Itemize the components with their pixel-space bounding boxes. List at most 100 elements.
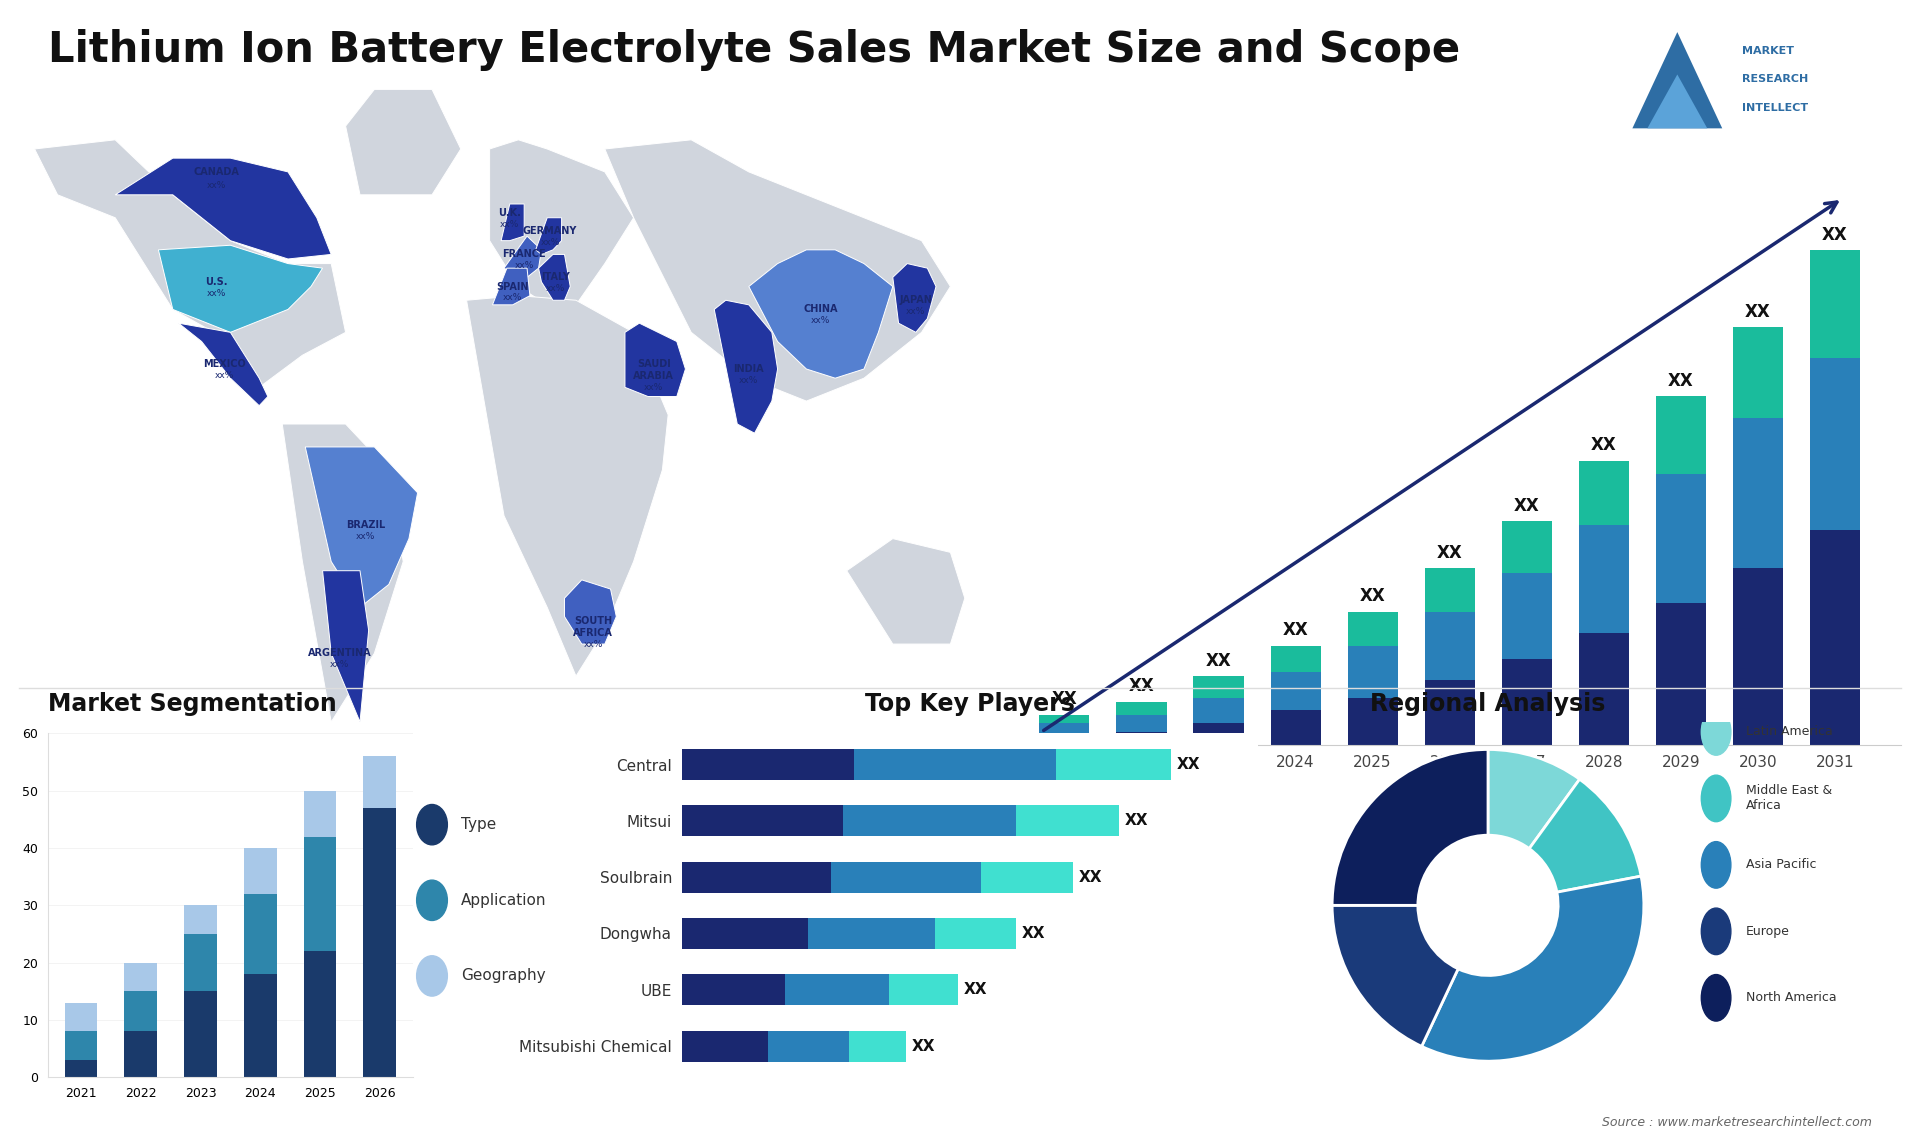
Text: Regional Analysis: Regional Analysis: [1371, 692, 1605, 716]
Text: XX: XX: [1021, 926, 1044, 941]
Text: FRANCE: FRANCE: [503, 250, 545, 259]
Text: xx%: xx%: [355, 532, 376, 541]
Bar: [1271, 711, 1321, 745]
Wedge shape: [1421, 877, 1644, 1061]
Text: Middle East &
Africa: Middle East & Africa: [1745, 784, 1832, 813]
Polygon shape: [1632, 32, 1722, 128]
Text: xx%: xx%: [906, 307, 925, 316]
Bar: [244, 848, 276, 894]
Polygon shape: [282, 424, 403, 722]
Bar: [1732, 418, 1784, 568]
Text: CANADA: CANADA: [194, 167, 238, 176]
Text: Geography: Geography: [461, 968, 545, 983]
Circle shape: [417, 804, 447, 845]
Text: INTELLECT: INTELLECT: [1741, 103, 1809, 113]
Bar: [1039, 736, 1089, 745]
Text: Type: Type: [461, 817, 495, 832]
Polygon shape: [346, 89, 461, 195]
Bar: [682, 974, 785, 1005]
Text: ARABIA: ARABIA: [634, 371, 674, 380]
Bar: [1056, 749, 1171, 780]
Text: Application: Application: [461, 893, 547, 908]
Text: XX: XX: [1129, 677, 1154, 696]
Text: Lithium Ion Battery Electrolyte Sales Market Size and Scope: Lithium Ion Battery Electrolyte Sales Ma…: [48, 29, 1459, 71]
Text: RESEARCH: RESEARCH: [1741, 74, 1809, 85]
Polygon shape: [605, 140, 950, 401]
Bar: [1194, 676, 1244, 698]
Bar: [1425, 612, 1475, 681]
Text: XX: XX: [1206, 652, 1231, 669]
Polygon shape: [490, 140, 634, 305]
Polygon shape: [493, 268, 530, 305]
Text: xx%: xx%: [503, 293, 522, 303]
Bar: [1501, 521, 1551, 573]
Text: XX: XX: [1052, 690, 1077, 708]
Bar: [1501, 659, 1551, 745]
Text: xx%: xx%: [810, 316, 831, 325]
Bar: [682, 749, 854, 780]
Bar: [682, 806, 843, 837]
Polygon shape: [505, 236, 541, 277]
Bar: [808, 918, 935, 949]
Bar: [682, 862, 831, 893]
Text: XX: XX: [964, 982, 987, 997]
Text: xx%: xx%: [330, 660, 349, 669]
Bar: [1811, 250, 1860, 358]
Text: xx%: xx%: [499, 220, 520, 229]
Polygon shape: [847, 539, 966, 644]
Text: XX: XX: [1592, 437, 1617, 455]
Text: XX: XX: [1822, 226, 1847, 244]
Bar: [682, 918, 808, 949]
Bar: [244, 974, 276, 1077]
Bar: [768, 1030, 849, 1061]
Text: Source : www.marketresearchintellect.com: Source : www.marketresearchintellect.com: [1601, 1116, 1872, 1129]
Text: JAPAN: JAPAN: [899, 296, 933, 305]
Wedge shape: [1332, 749, 1488, 905]
Bar: [889, 974, 958, 1005]
Text: XX: XX: [1125, 814, 1148, 829]
Circle shape: [1701, 908, 1732, 955]
Circle shape: [1701, 775, 1732, 822]
Text: Asia Pacific: Asia Pacific: [1745, 858, 1816, 871]
Text: U.K.: U.K.: [499, 209, 520, 218]
Polygon shape: [467, 296, 668, 676]
Bar: [1425, 568, 1475, 612]
Bar: [184, 934, 217, 991]
Polygon shape: [115, 158, 332, 259]
Text: xx%: xx%: [540, 238, 561, 248]
Bar: [843, 806, 1016, 837]
Bar: [1194, 698, 1244, 723]
Text: xx%: xx%: [515, 261, 534, 270]
Bar: [65, 1031, 98, 1060]
Wedge shape: [1488, 749, 1580, 848]
Wedge shape: [1528, 779, 1642, 893]
Bar: [1501, 573, 1551, 659]
Text: Market Segmentation: Market Segmentation: [48, 692, 336, 716]
Bar: [1732, 568, 1784, 745]
Bar: [125, 991, 157, 1031]
Text: XX: XX: [1177, 758, 1200, 772]
Bar: [1348, 612, 1398, 646]
Circle shape: [1701, 708, 1732, 755]
Bar: [1116, 715, 1167, 732]
Bar: [1039, 715, 1089, 723]
Bar: [981, 862, 1073, 893]
Text: xx%: xx%: [205, 289, 227, 298]
Circle shape: [417, 880, 447, 920]
Text: XX: XX: [1079, 870, 1102, 885]
Bar: [1425, 681, 1475, 745]
Bar: [831, 862, 981, 893]
Text: SOUTH: SOUTH: [574, 617, 612, 626]
Text: ARGENTINA: ARGENTINA: [307, 649, 372, 658]
Bar: [1655, 397, 1705, 473]
Bar: [935, 918, 1016, 949]
Text: XX: XX: [1745, 303, 1770, 321]
Text: GERMANY: GERMANY: [522, 227, 578, 236]
Text: MEXICO: MEXICO: [204, 360, 246, 369]
Text: ITALY: ITALY: [541, 273, 570, 282]
Text: MARKET: MARKET: [1741, 46, 1793, 56]
Polygon shape: [536, 218, 563, 254]
Text: INDIA: INDIA: [733, 364, 764, 374]
Polygon shape: [179, 323, 269, 406]
Polygon shape: [893, 264, 937, 332]
